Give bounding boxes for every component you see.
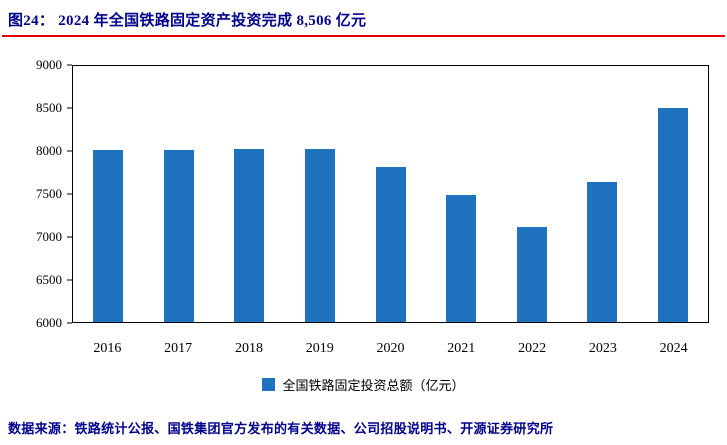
y-tick-label-8000: 8000 (36, 143, 62, 158)
y-tick-mark (67, 64, 72, 66)
bar-2020 (375, 166, 406, 322)
bar-2022 (516, 227, 547, 322)
y-tick-label-9000: 9000 (36, 57, 62, 72)
bar-2024 (657, 108, 688, 322)
x-tick-label-2024: 2024 (659, 341, 688, 356)
bar-slot-2016 (73, 66, 144, 322)
y-tick-mark (67, 322, 72, 324)
bar-2018 (234, 148, 265, 322)
x-tick-label-2021: 2021 (447, 341, 476, 356)
bar-slot-2018 (214, 66, 285, 322)
y-tick-label-6000: 6000 (36, 315, 62, 330)
bar-2017 (163, 150, 194, 322)
x-tick-label-2020: 2020 (376, 341, 405, 356)
x-tick-label-2016: 2016 (93, 341, 122, 356)
y-tick-mark (67, 193, 72, 195)
data-source-note: 数据来源：铁路统计公报、国铁集团官方发布的有关数据、公司招股说明书、开源证券研究… (8, 421, 554, 436)
y-tick-label-6500: 6500 (36, 272, 62, 287)
bar-2021 (446, 194, 477, 322)
x-tick-label-2018: 2018 (234, 341, 263, 356)
y-axis: 6000 6500 7000 7500 8000 8500 9000 (16, 57, 72, 330)
bar-slot-2022 (496, 66, 567, 322)
x-tick-label-2019: 2019 (305, 341, 334, 356)
legend-swatch (262, 378, 276, 391)
y-tick-label-7500: 7500 (36, 186, 62, 201)
x-axis: 2016 2017 2018 2019 2020 2021 2022 2023 2024 (72, 341, 709, 357)
y-tick-label-7000: 7000 (36, 229, 62, 244)
title-underline (2, 35, 725, 37)
figure-title: 图24： 2024 年全国铁路固定资产投资完成 8,506 亿元 (8, 13, 367, 29)
bar-slot-2017 (144, 66, 215, 322)
y-tick-mark (67, 279, 72, 281)
bar-slot-2021 (426, 66, 497, 322)
y-tick-mark (67, 236, 72, 238)
bar-chart: 6000 6500 7000 7500 8000 8500 9000 2016 2017 201… (16, 57, 711, 365)
y-tick-mark (67, 150, 72, 152)
y-tick-mark (67, 107, 72, 109)
bar-slot-2023 (567, 66, 638, 322)
bar-slot-2019 (285, 66, 356, 322)
x-tick-label-2017: 2017 (164, 341, 193, 356)
bar-slot-2024 (638, 66, 709, 322)
bar-2016 (93, 150, 124, 322)
legend-label: 全国铁路固定投资总额（亿元） (282, 378, 465, 393)
bar-2023 (587, 181, 618, 322)
y-tick-label-8500: 8500 (36, 100, 62, 115)
bar-2019 (304, 148, 335, 322)
plot-area (72, 65, 709, 323)
bar-slot-2020 (355, 66, 426, 322)
chart-legend: 全国铁路固定投资总额（亿元） (0, 375, 727, 394)
x-tick-label-2022: 2022 (518, 341, 547, 356)
x-tick-label-2023: 2023 (588, 341, 617, 356)
